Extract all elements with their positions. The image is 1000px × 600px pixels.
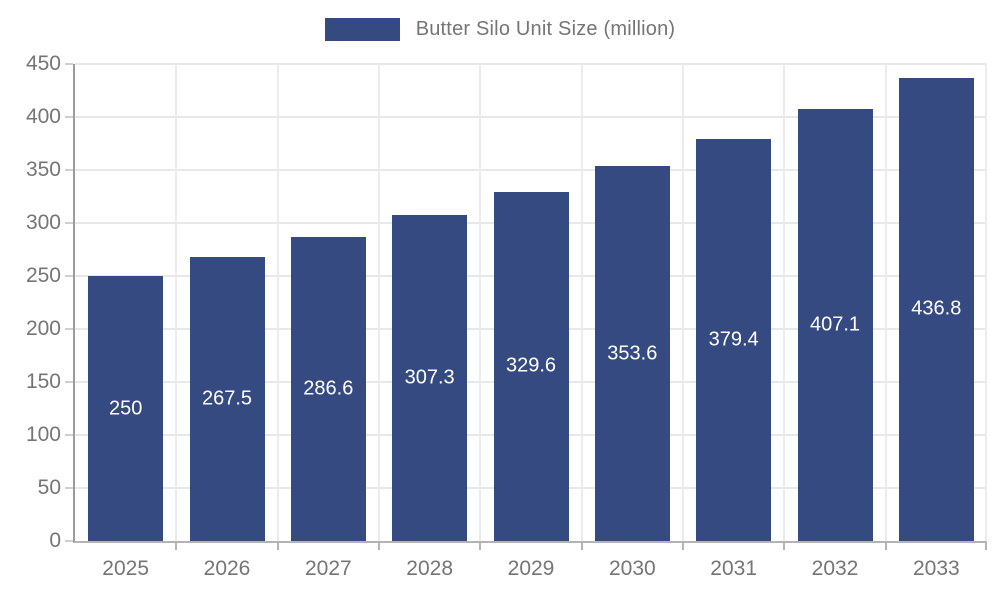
x-axis-tick [783, 541, 786, 550]
bar-value-label: 379.4 [708, 328, 759, 351]
x-axis-tick [276, 541, 279, 550]
y-axis-tick [65, 63, 73, 65]
x-axis-tick-label: 2030 [608, 557, 656, 580]
bar [594, 166, 670, 541]
legend-label: Butter Silo Unit Size (million) [415, 18, 676, 40]
y-axis-tick [65, 169, 73, 171]
bar-value-label: 267.5 [201, 387, 253, 410]
y-axis-tick-label: 200 [25, 317, 61, 340]
bar [797, 109, 873, 541]
y-axis-tick-label: 400 [25, 105, 61, 128]
x-axis-tick [479, 541, 482, 550]
plot-area: 0 50 100 150 200 250 300 350 400 450 250 2025 267.5 2… [26, 52, 987, 580]
category-gridline [479, 64, 482, 541]
y-axis-tick-label: 100 [25, 423, 61, 446]
y-axis-tick-label: 450 [25, 52, 61, 75]
x-axis-tick-label: 2026 [203, 557, 251, 580]
bar-value-label: 329.6 [505, 354, 557, 377]
bar [898, 78, 974, 541]
y-axis-tick-label: 150 [25, 370, 61, 393]
x-axis-tick-label: 2031 [710, 557, 758, 580]
x-axis-tick [682, 541, 684, 550]
category-gridline [985, 64, 987, 541]
category-gridline [884, 64, 887, 541]
y-axis-tick-label: 50 [37, 476, 61, 499]
category-gridline [580, 64, 583, 541]
bar-value-label: 286.6 [303, 377, 354, 400]
y-axis-tick [65, 116, 73, 118]
x-axis-tick-label: 2032 [811, 557, 859, 580]
y-axis-tick-label: 300 [25, 211, 61, 234]
category-gridline [175, 64, 178, 541]
bar-value-label: 436.8 [911, 297, 962, 320]
bar [290, 237, 366, 541]
bar [493, 191, 569, 541]
category-gridline [378, 64, 380, 541]
y-gridline [75, 169, 987, 171]
legend-swatch [324, 18, 400, 41]
y-axis-tick [65, 434, 73, 436]
bar [392, 215, 468, 541]
bar-value-label: 307.3 [404, 366, 455, 389]
bar-value-label: 353.6 [607, 342, 658, 365]
x-axis-tick-label: 2027 [304, 557, 352, 580]
x-axis-tick-label: 2029 [507, 557, 555, 580]
y-gridline [75, 63, 987, 65]
y-axis-tick [65, 275, 73, 277]
bar [696, 138, 772, 541]
y-axis-tick [65, 540, 73, 542]
x-axis-tick-label: 2033 [912, 557, 960, 580]
chart-legend: Butter Silo Unit Size (million) [0, 18, 1000, 41]
category-gridline [276, 64, 279, 541]
x-axis-tick-label: 2028 [406, 557, 454, 580]
y-axis-tick-label: 350 [25, 158, 61, 181]
y-axis-tick [65, 328, 73, 330]
y-gridline [75, 116, 987, 118]
x-axis-tick-label: 2025 [102, 557, 150, 580]
bar [189, 257, 265, 541]
bar-value-label: 250 [108, 397, 143, 419]
x-axis-tick [580, 541, 583, 550]
category-gridline [783, 64, 786, 541]
y-axis-tick [65, 222, 73, 224]
x-axis-tick [884, 541, 887, 550]
y-axis-tick-label: 0 [49, 529, 61, 552]
x-axis-tick [378, 541, 380, 550]
bar-value-label: 407.1 [809, 313, 861, 336]
y-axis-tick [65, 381, 73, 383]
y-axis-tick [65, 487, 73, 489]
bar [88, 276, 164, 541]
x-axis-tick [985, 541, 987, 550]
category-gridline [682, 64, 684, 541]
y-axis-tick-label: 250 [25, 264, 61, 287]
x-axis-tick [175, 541, 178, 550]
